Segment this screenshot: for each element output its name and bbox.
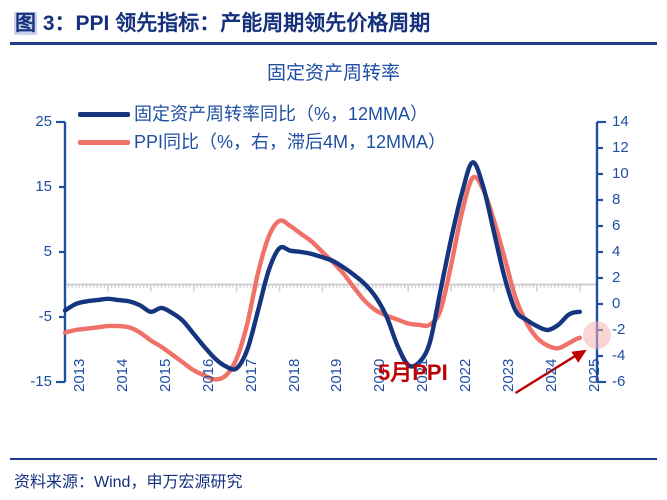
footer-divider bbox=[10, 458, 657, 460]
chart-annotation-may-ppi: 5月PPI bbox=[378, 360, 448, 385]
annotation-arrow-head bbox=[571, 349, 587, 363]
y-axis-right-tick-label: -2 bbox=[612, 321, 626, 338]
y-axis-right-tick-label: 8 bbox=[612, 191, 621, 208]
chart-legend: 固定资产周转率同比（%，12MMA） PPI同比（%，右，滞后4M，12MMA） bbox=[78, 100, 446, 156]
y-axis-left-tick-label: 25 bbox=[35, 113, 52, 130]
y-axis-left-tick-label: -15 bbox=[30, 373, 52, 390]
figure-label: 图 bbox=[14, 12, 37, 35]
series-line-ppi bbox=[62, 174, 583, 382]
x-axis-tick-label: 2022 bbox=[457, 358, 475, 392]
y-axis-right-tick-label: 0 bbox=[612, 295, 621, 312]
x-axis-tick-label: 2013 bbox=[71, 358, 88, 392]
y-axis-right-tick-label: 10 bbox=[612, 165, 629, 182]
figure-title-text: 3：PPI 领先指标：产能周期领先价格周期 bbox=[37, 12, 431, 35]
x-axis-tick-label: 2018 bbox=[285, 358, 303, 392]
x-axis-tick-label: 2017 bbox=[242, 358, 260, 392]
y-axis-right-tick-label: 14 bbox=[612, 113, 629, 130]
source-note: 资料来源：Wind，申万宏源研究 bbox=[14, 474, 243, 491]
y-axis-right-tick-label: -4 bbox=[612, 347, 626, 364]
x-axis-tick-label: 2019 bbox=[328, 358, 346, 392]
x-axis-tick-label: 2025 bbox=[585, 358, 603, 392]
header: 图 3：PPI 领先指标：产能周期领先价格周期 bbox=[0, 0, 667, 48]
y-axis-right-tick-label: 2 bbox=[612, 269, 621, 286]
legend-item-ppi: PPI同比（%，右，滞后4M，12MMA） bbox=[78, 128, 446, 156]
x-axis-tick-label: 2014 bbox=[113, 358, 131, 392]
x-axis-tick-label: 2024 bbox=[542, 358, 560, 392]
highlight-dot bbox=[583, 321, 611, 350]
legend-swatch-blue bbox=[78, 111, 130, 117]
page-title: 图 3：PPI 领先指标：产能周期领先价格周期 bbox=[14, 7, 430, 37]
x-axis-tick-label: 2016 bbox=[199, 358, 217, 392]
legend-item-fixed-asset-turnover: 固定资产周转率同比（%，12MMA） bbox=[78, 100, 446, 128]
y-axis-right-tick-label: 4 bbox=[612, 243, 621, 260]
x-axis-tick-label: 2023 bbox=[500, 358, 518, 392]
legend-label-fixed-asset-turnover: 固定资产周转率同比（%，12MMA） bbox=[134, 104, 429, 124]
x-axis-tick-label: 2015 bbox=[156, 358, 174, 392]
legend-swatch-red bbox=[78, 139, 130, 145]
y-axis-left-tick-label: -5 bbox=[38, 308, 52, 325]
y-axis-right-tick-label: 12 bbox=[612, 139, 629, 156]
chart-title: 固定资产周转率 bbox=[266, 63, 400, 84]
series-line-fixed-asset-turnover bbox=[62, 160, 583, 372]
y-axis-left-tick-label: 15 bbox=[35, 178, 52, 195]
y-axis-left-tick-label: 5 bbox=[43, 243, 52, 260]
y-axis-right-tick-label: 6 bbox=[612, 217, 621, 234]
header-divider bbox=[10, 42, 657, 45]
y-axis-right-tick-label: -6 bbox=[612, 373, 626, 390]
legend-label-ppi: PPI同比（%，右，滞后4M，12MMA） bbox=[134, 132, 447, 152]
